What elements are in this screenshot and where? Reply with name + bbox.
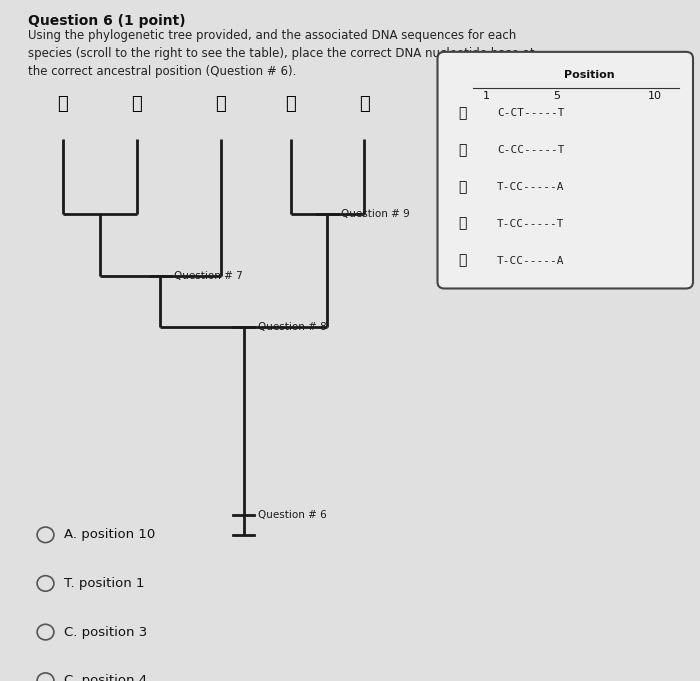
Circle shape (37, 527, 54, 543)
Text: 1: 1 (483, 91, 490, 101)
Text: 🦕: 🦕 (285, 95, 296, 113)
Text: 🦕: 🦕 (458, 143, 466, 157)
Text: 🦕: 🦕 (358, 95, 370, 113)
Text: Question # 8: Question # 8 (258, 322, 326, 332)
Text: Question # 9: Question # 9 (342, 209, 410, 219)
Text: Position: Position (564, 70, 615, 80)
Text: Question 6 (1 point): Question 6 (1 point) (28, 14, 186, 29)
Text: C-CC-----T: C-CC-----T (497, 145, 564, 155)
Text: Question # 7: Question # 7 (174, 270, 243, 281)
Text: 10: 10 (648, 91, 661, 101)
Text: 🦕: 🦕 (131, 95, 142, 113)
Text: A. position 10: A. position 10 (64, 528, 155, 541)
FancyBboxPatch shape (438, 52, 693, 289)
Text: 🦕: 🦕 (458, 217, 466, 231)
Text: 🦕: 🦕 (458, 106, 466, 120)
Text: T-CC-----T: T-CC-----T (497, 219, 564, 229)
Circle shape (37, 624, 54, 640)
Text: C. position 3: C. position 3 (64, 626, 148, 639)
Text: 🦕: 🦕 (458, 253, 466, 268)
Circle shape (37, 673, 54, 681)
Text: C. position 4: C. position 4 (64, 674, 148, 681)
Text: C-CT-----T: C-CT-----T (497, 108, 564, 118)
Text: 🦕: 🦕 (57, 95, 69, 113)
Text: 🦕: 🦕 (215, 95, 226, 113)
Circle shape (37, 575, 54, 591)
Text: T-CC-----A: T-CC-----A (497, 182, 564, 192)
Text: 5: 5 (553, 91, 560, 101)
Text: T. position 1: T. position 1 (64, 577, 145, 590)
Text: Question # 6: Question # 6 (258, 510, 326, 520)
Text: Using the phylogenetic tree provided, and the associated DNA sequences for each
: Using the phylogenetic tree provided, an… (28, 29, 535, 78)
Text: T-CC-----A: T-CC-----A (497, 255, 564, 266)
Text: 🦕: 🦕 (458, 180, 466, 193)
